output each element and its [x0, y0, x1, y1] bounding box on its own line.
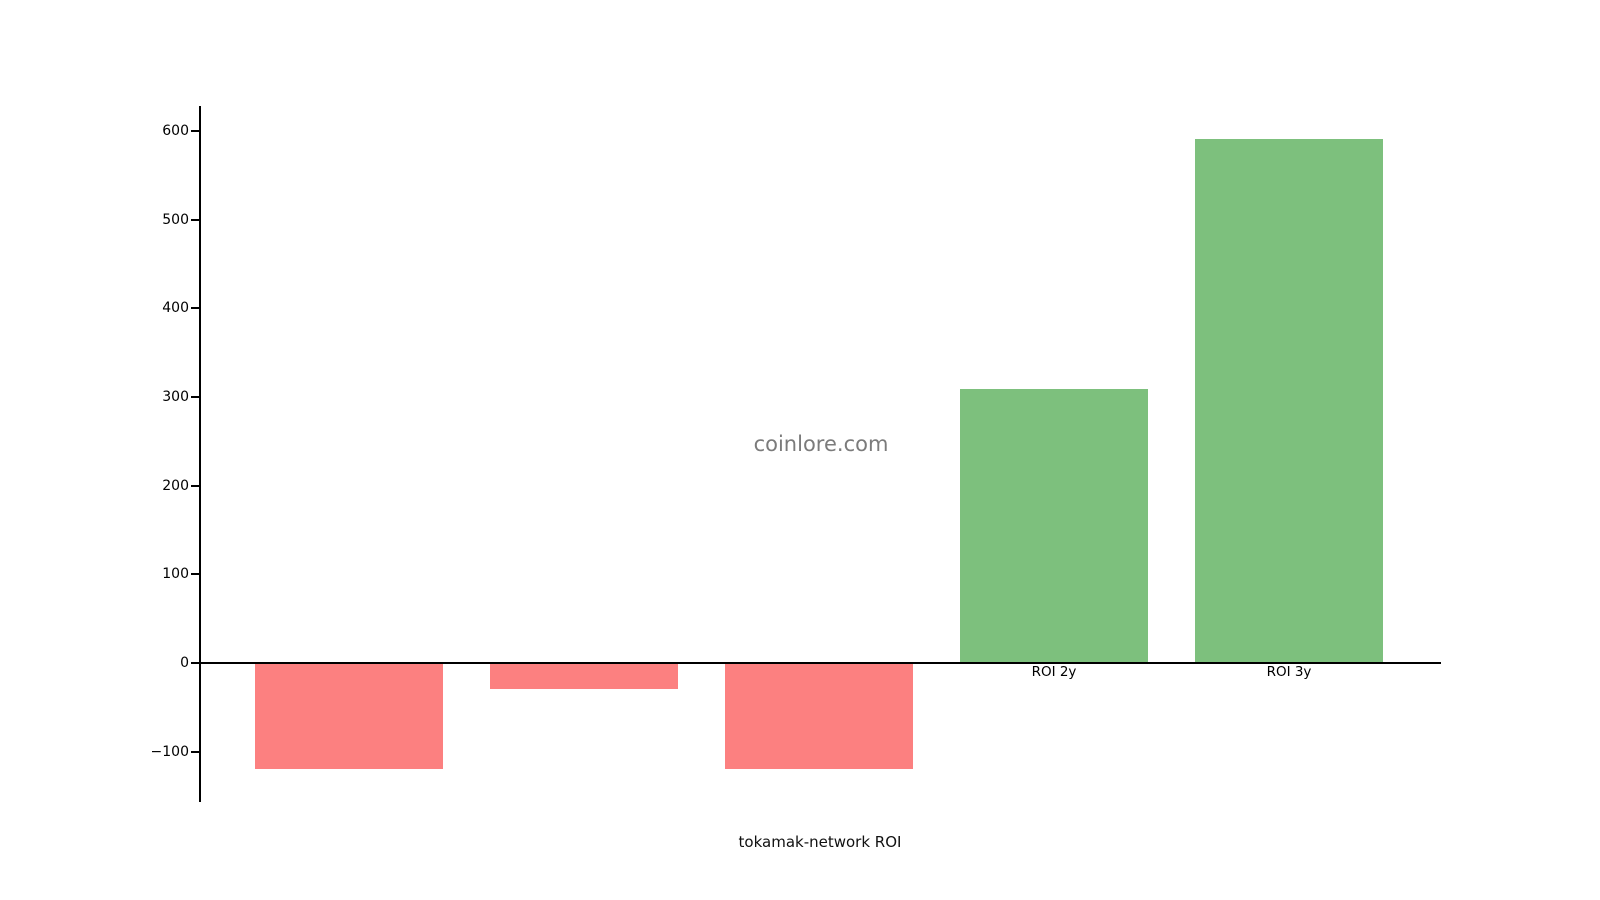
roi-bar [255, 663, 443, 770]
x-tick-label: ROI 2y [1031, 664, 1077, 680]
y-tick-mark [191, 662, 199, 664]
y-tick-mark [191, 396, 199, 399]
chart-title: tokamak-network ROI [738, 833, 902, 851]
y-tick-mark [191, 573, 199, 576]
roi-bar [490, 663, 678, 689]
y-tick-label: 200 [162, 477, 189, 494]
y-tick-label: 300 [162, 389, 189, 406]
y-tick-mark [191, 218, 199, 221]
y-axis-line [199, 106, 201, 802]
y-tick-mark [191, 130, 199, 133]
y-tick-mark [191, 750, 199, 753]
y-tick-mark [191, 484, 199, 487]
roi-bar [960, 389, 1148, 663]
y-tick-label: 100 [162, 566, 189, 583]
roi-bar [1195, 139, 1383, 663]
x-tick-label: ROI 3y [1266, 664, 1312, 680]
y-tick-label: 400 [162, 300, 189, 317]
y-tick-mark [191, 307, 199, 310]
x-axis-line [199, 662, 1441, 664]
watermark: coinlore.com [753, 432, 889, 456]
roi-bar [725, 663, 913, 770]
y-tick-label: 0 [180, 655, 189, 671]
y-tick-label: 500 [162, 211, 189, 228]
y-tick-label: 600 [162, 123, 189, 140]
y-tick-label: −100 [150, 743, 189, 760]
